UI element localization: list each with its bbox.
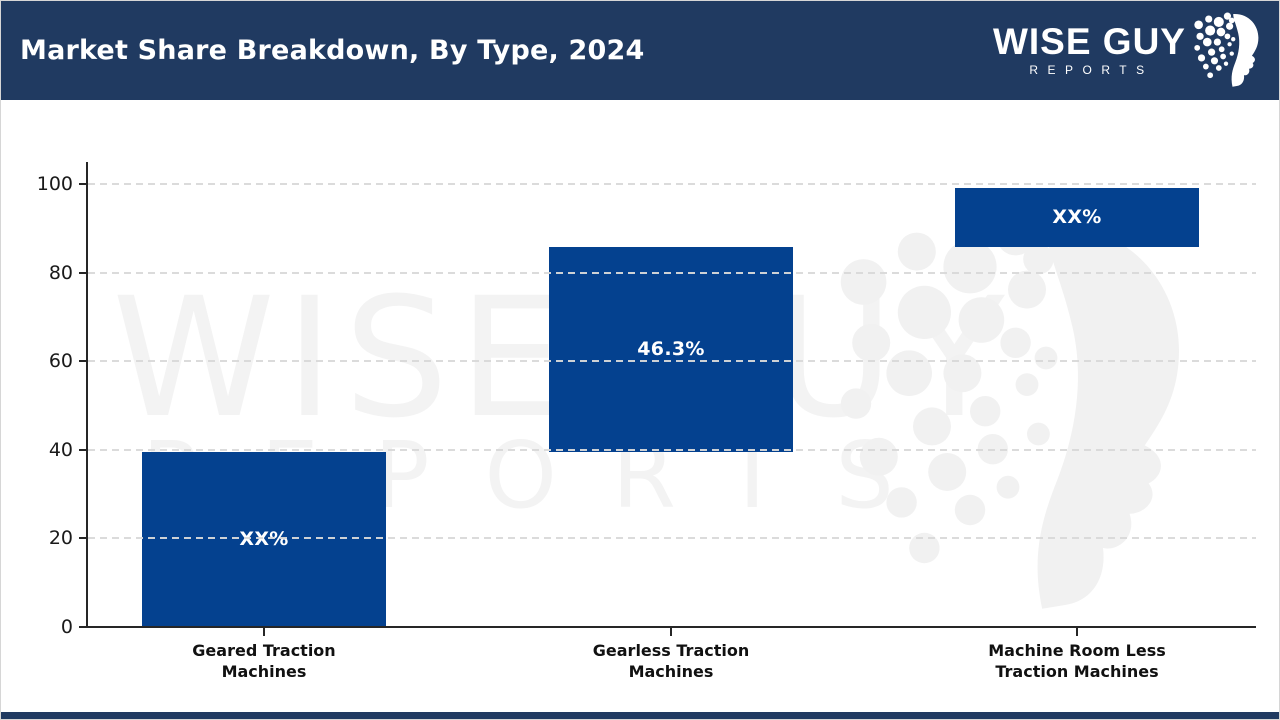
gridline	[88, 183, 1256, 185]
x-tick-mark	[670, 628, 672, 636]
y-axis	[86, 162, 88, 628]
y-tick-label: 20	[48, 527, 73, 550]
x-tick-mark	[263, 628, 265, 636]
y-tick-mark	[79, 626, 88, 628]
watermark-head-icon	[818, 205, 1198, 625]
y-tick-mark	[79, 448, 88, 451]
y-tick-label: 100	[36, 173, 73, 195]
y-tick-label: 80	[48, 261, 73, 284]
header-bar: Market Share Breakdown, By Type, 2024 WI…	[0, 0, 1280, 100]
y-tick-mark	[79, 183, 88, 185]
wiseguy-logo: WISE GUY REPORTS	[993, 9, 1262, 91]
y-tick-label: 0	[60, 616, 73, 638]
y-tick-label: 60	[48, 350, 73, 373]
x-category-label: Geared Traction Machines	[192, 641, 336, 681]
y-tick-label: 40	[48, 438, 73, 461]
x-category-label: Gearless Traction Machines	[592, 641, 750, 681]
logo-wiseguy-text: WISE GUY	[992, 21, 1186, 63]
bar-value-label: XX%	[239, 528, 289, 551]
x-category-label: Machine Room Less Traction Machines	[988, 641, 1166, 681]
y-tick-mark	[79, 271, 88, 274]
wiseguy-head-icon	[1190, 9, 1262, 91]
footer-bar	[0, 712, 1280, 720]
x-tick-mark	[1076, 628, 1078, 636]
page-title: Market Share Breakdown, By Type, 2024	[20, 34, 645, 66]
x-axis	[86, 626, 1256, 628]
y-tick-mark	[79, 360, 88, 363]
logo-reports-text: REPORTS	[1029, 62, 1154, 77]
y-tick-mark	[79, 537, 88, 540]
